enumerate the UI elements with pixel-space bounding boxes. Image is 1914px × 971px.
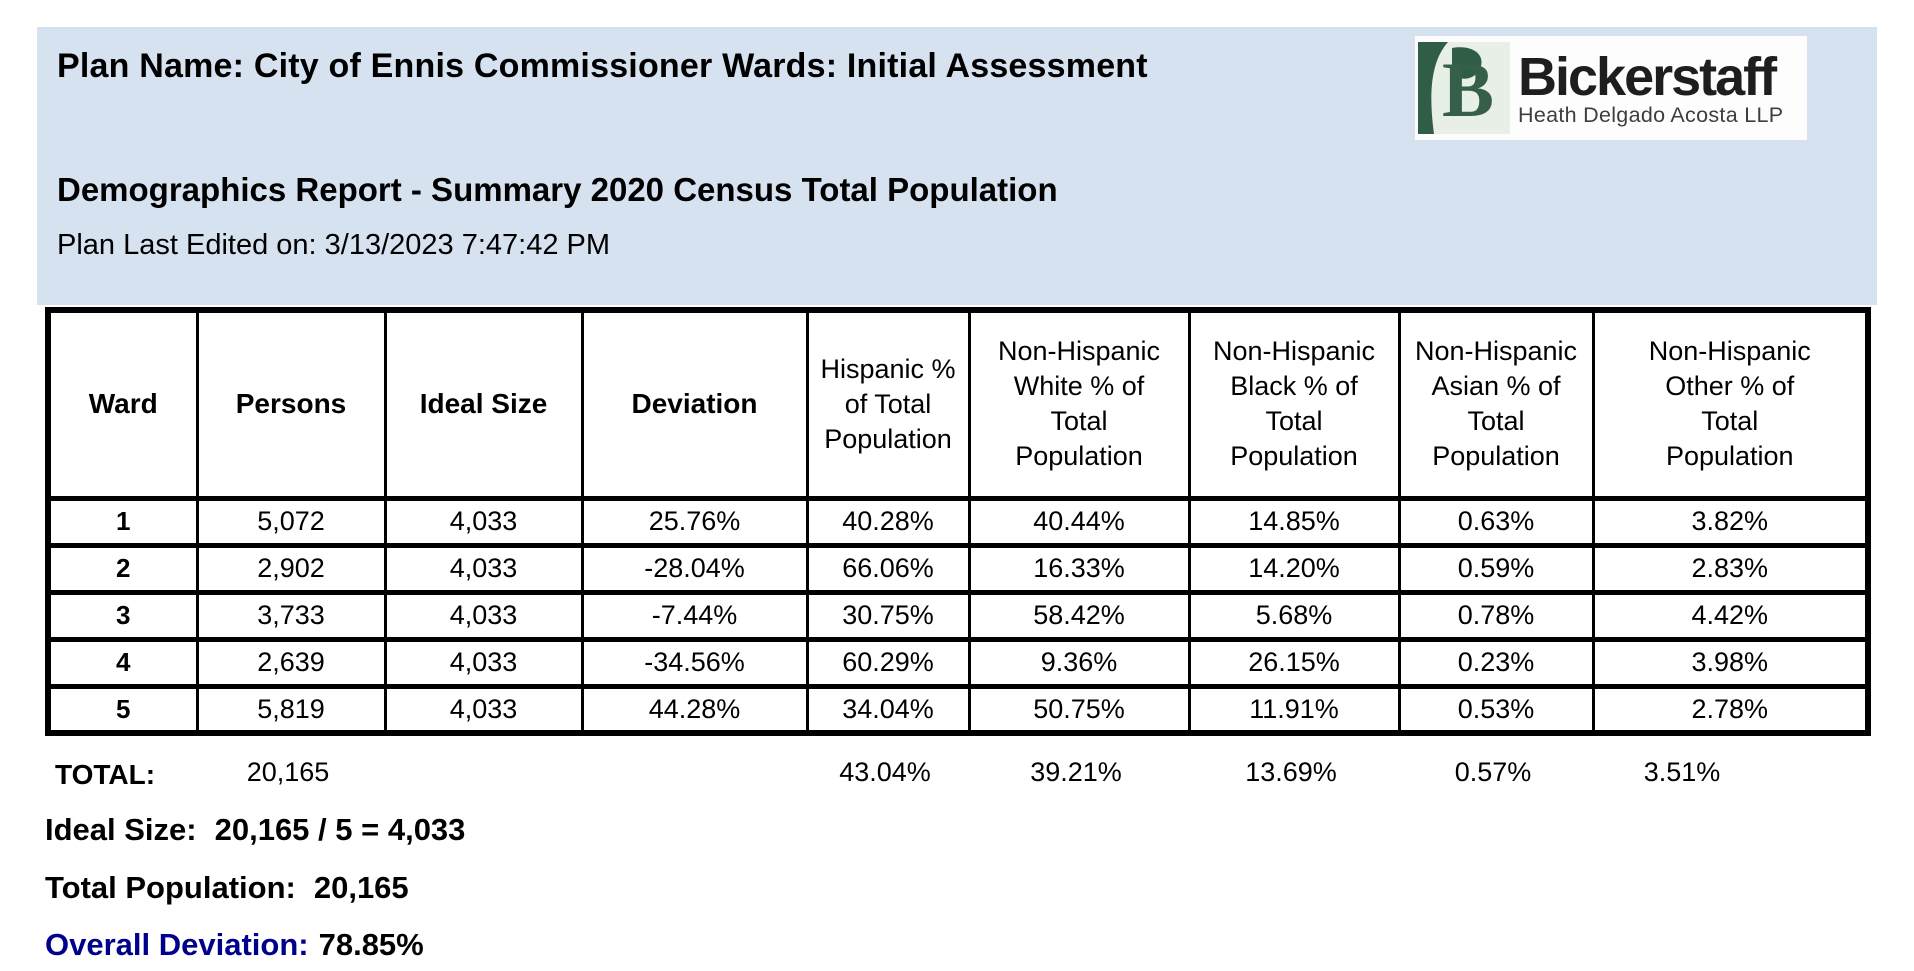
total-nh-black-pct: 13.69% (1245, 757, 1337, 787)
report-title: Demographics Report - Summary 2020 Censu… (57, 171, 1058, 208)
cell-nh-black-pct: 14.85% (1187, 495, 1401, 547)
cell-nh-asian-pct: 0.78% (1397, 589, 1595, 641)
cell-nh-white-pct: 16.33% (967, 542, 1191, 594)
cell-nh-black-pct: 11.91% (1187, 683, 1401, 735)
cell-nh-other-pct: 2.78% (1591, 683, 1870, 735)
cell-ward: 3 (46, 589, 199, 641)
logo-text: Bickerstaff Heath Delgado Acosta LLP (1518, 50, 1783, 127)
cell-nh-asian-pct: 0.63% (1397, 495, 1595, 547)
col-header-nh-white-pct: Non-Hispanic White % of Total Population (967, 308, 1191, 501)
col-header-nh-black-pct: Non-Hispanic Black % of Total Population (1187, 308, 1401, 501)
total-population-value: 20,165 (313, 870, 409, 905)
table-header-row: Ward Persons Ideal Size Deviation Hispan… (46, 308, 1870, 501)
cell-deviation: -7.44% (580, 589, 809, 641)
col-header-ward: Ward (46, 308, 199, 501)
table-row-ward-4: 4 2,639 4,033 -34.56% 60.29% 9.36% 26.15… (46, 636, 1870, 688)
cell-hispanic-pct: 30.75% (805, 589, 971, 641)
cell-nh-white-pct: 58.42% (967, 589, 1191, 641)
cell-persons: 5,072 (195, 495, 387, 547)
cell-ward: 1 (46, 495, 199, 547)
cell-ideal-size: 4,033 (383, 495, 584, 547)
table-row-ward-2: 2 2,902 4,033 -28.04% 66.06% 16.33% 14.2… (46, 542, 1870, 594)
plan-name-title: Plan Name: City of Ennis Commissioner Wa… (57, 47, 1148, 85)
cell-ideal-size: 4,033 (383, 683, 584, 735)
bickerstaff-logo: B Bickerstaff Heath Delgado Acosta LLP (1415, 36, 1807, 140)
cell-nh-black-pct: 5.68% (1187, 589, 1401, 641)
ideal-size-value: 20,165 / 5 = 4,033 (214, 812, 466, 847)
cell-nh-white-pct: 40.44% (967, 495, 1191, 547)
table-total-row: TOTAL: 20,165 43.04% 39.21% 13.69% 0.57%… (45, 757, 1865, 795)
ideal-size-line: Ideal Size: 20,165 / 5 = 4,033 (45, 812, 465, 848)
total-nh-white-pct: 39.21% (1030, 757, 1122, 787)
cell-nh-other-pct: 3.82% (1591, 495, 1870, 547)
cell-hispanic-pct: 66.06% (805, 542, 971, 594)
logo-company-subtitle: Heath Delgado Acosta LLP (1518, 102, 1784, 127)
cell-ideal-size: 4,033 (383, 636, 584, 688)
cell-ward: 5 (46, 683, 199, 735)
cell-hispanic-pct: 40.28% (805, 495, 971, 547)
cell-nh-other-pct: 3.98% (1591, 636, 1870, 688)
cell-nh-white-pct: 9.36% (967, 636, 1191, 688)
cell-ideal-size: 4,033 (383, 589, 584, 641)
total-nh-asian-pct: 0.57% (1454, 757, 1532, 787)
cell-nh-black-pct: 26.15% (1187, 636, 1401, 688)
total-population-label: Total Population: (45, 870, 296, 905)
plan-last-edited: Plan Last Edited on: 3/13/2023 7:47:42 P… (57, 229, 611, 261)
cell-persons: 2,902 (195, 542, 387, 594)
cell-nh-asian-pct: 0.23% (1397, 636, 1595, 688)
table-row-ward-3: 3 3,733 4,033 -7.44% 30.75% 58.42% 5.68%… (46, 589, 1870, 641)
cell-persons: 2,639 (195, 636, 387, 688)
cell-persons: 3,733 (195, 589, 387, 641)
cell-nh-asian-pct: 0.53% (1397, 683, 1595, 735)
cell-ward: 4 (46, 636, 199, 688)
cell-persons: 5,819 (195, 683, 387, 735)
report-header-band: Plan Name: City of Ennis Commissioner Wa… (37, 27, 1877, 305)
cell-hispanic-pct: 34.04% (805, 683, 971, 735)
cell-deviation: -34.56% (580, 636, 809, 688)
overall-deviation-value: 78.85% (318, 927, 424, 962)
bickerstaff-logo-icon: B (1418, 42, 1510, 134)
total-persons: 20,165 (246, 757, 330, 787)
cell-nh-black-pct: 14.20% (1187, 542, 1401, 594)
ideal-size-label: Ideal Size: (45, 812, 197, 847)
cell-nh-other-pct: 2.83% (1591, 542, 1870, 594)
col-header-hispanic-pct: Hispanic % of Total Population (805, 308, 971, 501)
total-label: TOTAL: (55, 759, 156, 790)
cell-deviation: 25.76% (580, 495, 809, 547)
cell-nh-other-pct: 4.42% (1591, 589, 1870, 641)
total-population-line: Total Population: 20,165 (45, 870, 409, 906)
col-header-deviation: Deviation (580, 308, 809, 501)
leaf-b-monogram-icon: B (1418, 42, 1510, 134)
cell-ward: 2 (46, 542, 199, 594)
total-nh-other-pct: 3.51% (1643, 757, 1721, 787)
overall-deviation-label: Overall Deviation: (45, 927, 309, 962)
cell-ideal-size: 4,033 (383, 542, 584, 594)
cell-hispanic-pct: 60.29% (805, 636, 971, 688)
col-header-ideal-size: Ideal Size (383, 308, 584, 501)
total-hispanic-pct: 43.04% (839, 757, 931, 787)
overall-deviation-line: Overall Deviation: 78.85% (45, 927, 424, 963)
demographics-table: Ward Persons Ideal Size Deviation Hispan… (45, 307, 1871, 736)
svg-text:B: B (1442, 46, 1494, 133)
table-row-ward-1: 1 5,072 4,033 25.76% 40.28% 40.44% 14.85… (46, 495, 1870, 547)
cell-deviation: 44.28% (580, 683, 809, 735)
cell-deviation: -28.04% (580, 542, 809, 594)
logo-company-name: Bickerstaff (1518, 46, 1777, 107)
table-row-ward-5: 5 5,819 4,033 44.28% 34.04% 50.75% 11.91… (46, 683, 1870, 735)
col-header-nh-asian-pct: Non-Hispanic Asian % of Total Population (1397, 308, 1595, 501)
col-header-persons: Persons (195, 308, 387, 501)
col-header-nh-other-pct: Non-Hispanic Other % of Total Population (1591, 308, 1870, 501)
cell-nh-asian-pct: 0.59% (1397, 542, 1595, 594)
cell-nh-white-pct: 50.75% (967, 683, 1191, 735)
